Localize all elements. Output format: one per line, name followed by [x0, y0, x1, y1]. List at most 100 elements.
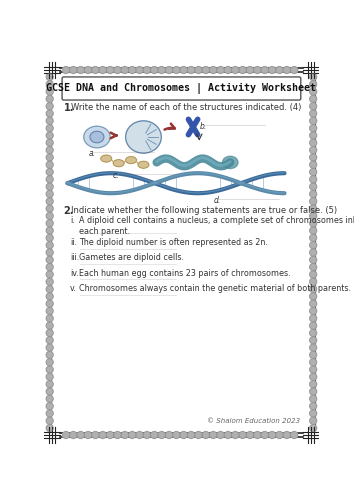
Circle shape: [46, 380, 53, 388]
Circle shape: [261, 432, 268, 438]
Circle shape: [310, 88, 317, 95]
Circle shape: [114, 432, 121, 438]
Text: .................................................: ........................................…: [79, 261, 177, 266]
Circle shape: [310, 183, 317, 190]
Circle shape: [173, 66, 180, 73]
Text: Write the name of each of the structures indicated. (4): Write the name of each of the structures…: [72, 103, 302, 112]
Text: GCSE DNA and Chromosomes | Activity Worksheet: GCSE DNA and Chromosomes | Activity Work…: [46, 83, 316, 94]
Circle shape: [62, 66, 69, 73]
Text: .................................................: ........................................…: [79, 292, 177, 297]
Circle shape: [46, 322, 53, 329]
Circle shape: [99, 66, 106, 73]
Circle shape: [310, 198, 317, 205]
Ellipse shape: [138, 162, 149, 168]
Circle shape: [46, 146, 53, 154]
Circle shape: [210, 432, 217, 438]
Circle shape: [310, 96, 317, 102]
Circle shape: [136, 66, 143, 73]
Circle shape: [46, 337, 53, 344]
Circle shape: [46, 396, 53, 402]
Circle shape: [46, 352, 53, 358]
Circle shape: [310, 124, 317, 132]
Circle shape: [46, 154, 53, 161]
Circle shape: [310, 322, 317, 329]
Circle shape: [173, 432, 180, 438]
Circle shape: [310, 140, 317, 146]
Circle shape: [46, 249, 53, 256]
Circle shape: [310, 278, 317, 285]
Text: v.: v.: [70, 284, 76, 293]
Ellipse shape: [90, 131, 104, 143]
Circle shape: [166, 66, 172, 73]
Ellipse shape: [223, 156, 238, 168]
Circle shape: [310, 234, 317, 242]
Text: ...............................: ...............................: [205, 122, 267, 126]
Circle shape: [291, 432, 298, 438]
Circle shape: [210, 66, 217, 73]
Circle shape: [46, 74, 53, 80]
Circle shape: [46, 242, 53, 248]
Text: Chromosomes always contain the genetic material of both parents.: Chromosomes always contain the genetic m…: [79, 284, 351, 293]
Text: b.: b.: [200, 122, 207, 130]
Circle shape: [261, 66, 268, 73]
Circle shape: [310, 146, 317, 154]
Circle shape: [310, 227, 317, 234]
Circle shape: [46, 344, 53, 351]
Circle shape: [46, 330, 53, 336]
Circle shape: [310, 286, 317, 292]
Circle shape: [46, 234, 53, 242]
Circle shape: [310, 352, 317, 358]
Circle shape: [276, 432, 283, 438]
Text: .................................................: ........................................…: [79, 276, 177, 281]
Circle shape: [77, 432, 84, 438]
Circle shape: [310, 110, 317, 117]
Circle shape: [310, 154, 317, 161]
Circle shape: [291, 66, 298, 73]
FancyBboxPatch shape: [62, 77, 301, 100]
Circle shape: [310, 74, 317, 80]
Circle shape: [224, 66, 232, 73]
Circle shape: [92, 432, 99, 438]
Circle shape: [217, 432, 224, 438]
Circle shape: [46, 374, 53, 380]
Circle shape: [254, 432, 261, 438]
Circle shape: [46, 110, 53, 117]
Circle shape: [46, 81, 53, 87]
Text: 2.: 2.: [64, 206, 74, 216]
Circle shape: [188, 432, 195, 438]
Circle shape: [310, 337, 317, 344]
Circle shape: [46, 132, 53, 139]
Circle shape: [310, 308, 317, 314]
Circle shape: [310, 81, 317, 87]
Circle shape: [310, 205, 317, 212]
Circle shape: [46, 424, 53, 432]
Text: a.: a.: [88, 150, 96, 158]
Ellipse shape: [84, 126, 110, 148]
Circle shape: [310, 300, 317, 307]
Circle shape: [46, 388, 53, 395]
Circle shape: [46, 278, 53, 285]
Circle shape: [77, 66, 84, 73]
Circle shape: [180, 66, 187, 73]
Circle shape: [46, 264, 53, 270]
Circle shape: [310, 249, 317, 256]
Circle shape: [254, 66, 261, 73]
Circle shape: [46, 220, 53, 226]
Circle shape: [195, 432, 202, 438]
Circle shape: [276, 66, 283, 73]
Circle shape: [151, 66, 158, 73]
Circle shape: [202, 432, 209, 438]
Circle shape: [85, 432, 92, 438]
Circle shape: [114, 66, 121, 73]
Circle shape: [136, 432, 143, 438]
Circle shape: [99, 432, 106, 438]
Text: c.: c.: [113, 171, 119, 180]
Circle shape: [46, 118, 53, 124]
Ellipse shape: [101, 155, 112, 162]
Text: 1.: 1.: [64, 103, 74, 113]
Text: iii.: iii.: [70, 254, 79, 262]
Circle shape: [188, 66, 195, 73]
Circle shape: [46, 176, 53, 183]
Circle shape: [62, 432, 69, 438]
Text: ...............................: ...............................: [117, 171, 179, 176]
